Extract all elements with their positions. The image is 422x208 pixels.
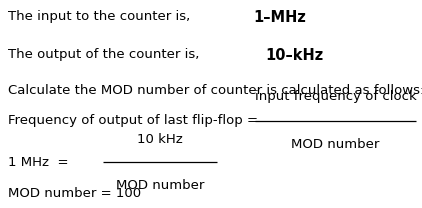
Text: 1–MHz: 1–MHz — [254, 10, 307, 25]
Text: MOD number: MOD number — [116, 179, 205, 192]
Text: 10–kHz: 10–kHz — [265, 48, 324, 63]
Text: input frequency of clock: input frequency of clock — [254, 90, 417, 103]
Text: 1 MHz  =: 1 MHz = — [8, 156, 68, 169]
Text: Frequency of output of last flip-flop =: Frequency of output of last flip-flop = — [8, 114, 257, 127]
Text: 10 kHz: 10 kHz — [138, 133, 183, 146]
Text: The output of the counter is,: The output of the counter is, — [8, 48, 208, 61]
Text: MOD number: MOD number — [291, 138, 380, 151]
Text: MOD number = 100: MOD number = 100 — [8, 187, 141, 200]
Text: Calculate the MOD number of counter is calculated as follows:: Calculate the MOD number of counter is c… — [8, 84, 422, 97]
Text: The input to the counter is,: The input to the counter is, — [8, 10, 198, 23]
